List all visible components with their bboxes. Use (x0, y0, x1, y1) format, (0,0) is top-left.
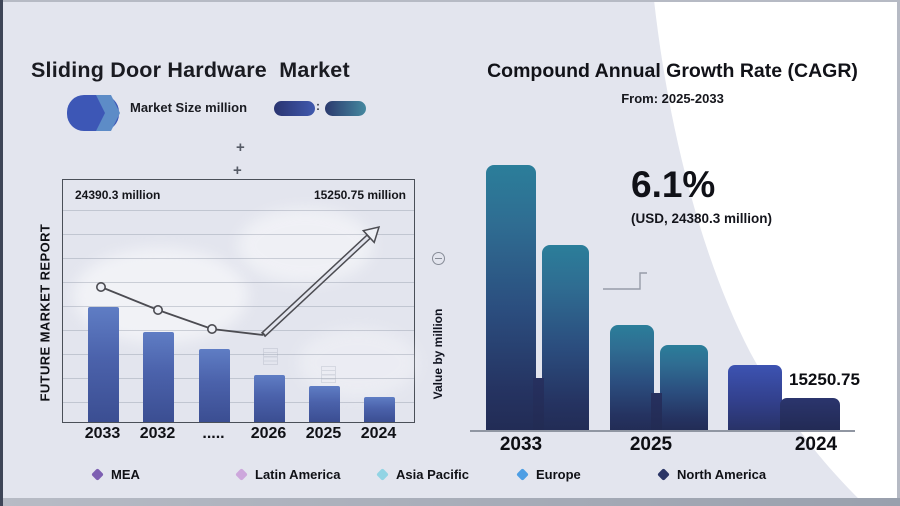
left-border (0, 0, 3, 506)
left-chart-panel: 24390.3 million 15250.75 million (62, 179, 418, 423)
x-axis-label: 2033 (84, 425, 121, 442)
grid-line (63, 378, 414, 379)
market-size-bar (88, 307, 119, 422)
left-x-axis-labels: 2033 2032..... 2026 2025 2024 (62, 425, 415, 445)
legend-item: Asia Pacific (376, 466, 469, 482)
document-icon (321, 366, 336, 383)
minus-circle-icon (432, 252, 445, 265)
bar-series (63, 180, 414, 422)
grid-line (63, 258, 414, 259)
legend-item: Europe (516, 466, 581, 482)
top-border (0, 0, 900, 2)
grid-line (63, 354, 414, 355)
right-border (897, 0, 900, 506)
grid-line (63, 234, 414, 235)
market-size-bar (199, 349, 230, 422)
max-value-annotation: 24390.3 million (75, 188, 161, 202)
market-size-bar (364, 397, 395, 422)
step-connector-line (603, 272, 647, 290)
cloud-decoration (238, 208, 373, 283)
grid-line (63, 306, 414, 307)
right-x-axis (470, 430, 855, 432)
grid-line (63, 330, 414, 331)
cagr-value: 6.1% (631, 164, 716, 205)
legend-item: MEA (91, 466, 140, 482)
x-axis-label: 2032 (139, 425, 176, 442)
bar-value-annotation: 15250.75 (789, 370, 860, 389)
legend-item: North America (657, 466, 767, 482)
legend-label: Latin America (255, 466, 341, 482)
market-size-bar (309, 386, 340, 422)
grid-line (63, 402, 414, 403)
ratio-separator: : (316, 99, 320, 113)
trend-line-arrow (95, 225, 381, 338)
grid-line (63, 210, 414, 211)
legend-label: MEA (111, 466, 140, 482)
legend-diamond-icon (516, 467, 529, 481)
legend-diamond-icon (657, 467, 670, 481)
cylinder-icon (67, 95, 120, 131)
legend-label: Europe (536, 466, 581, 482)
x-axis-label: 2024 (360, 425, 397, 442)
x-axis-label: ..... (202, 425, 225, 442)
cagr-note: (USD, 24380.3 million) (631, 211, 773, 226)
ratio-pill-left (274, 101, 315, 116)
gridlines (63, 180, 414, 422)
cagr-subtitle: From: 2025-2033 (621, 91, 724, 106)
legend-diamond-icon (91, 467, 104, 481)
legend-label: North America (677, 466, 767, 482)
legend-diamond-icon (376, 467, 389, 481)
legend-label: Asia Pacific (396, 466, 469, 482)
x-axis-label: 2025 (305, 425, 342, 442)
bottom-border (0, 498, 900, 506)
market-size-bar (254, 375, 285, 422)
plus-icon: + (236, 139, 245, 156)
legend-item: Latin America (235, 466, 341, 482)
market-size-legend-label: Market Size million (130, 100, 248, 115)
x-axis-label: 2026 (250, 425, 287, 442)
grid-line (63, 282, 414, 283)
page-title: Sliding Door Hardware Market (31, 58, 350, 82)
plus-icon: + (233, 162, 242, 179)
min-value-annotation: 15250.75 million (313, 188, 406, 202)
ratio-pill-right (325, 101, 366, 116)
cagr-title: Compound Annual Growth Rate (CAGR) (487, 60, 858, 82)
legend-diamond-icon (235, 467, 248, 481)
document-icon (263, 348, 278, 365)
market-size-bar (143, 332, 174, 422)
